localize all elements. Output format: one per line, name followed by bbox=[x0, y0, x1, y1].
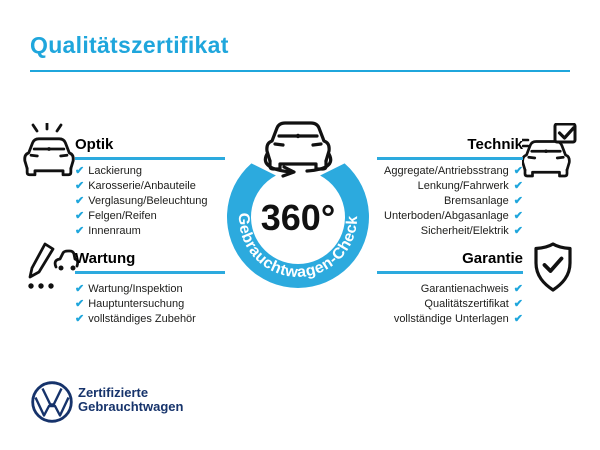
item-label: Lackierung bbox=[88, 165, 143, 177]
section-divider bbox=[75, 271, 225, 274]
section-divider bbox=[377, 157, 523, 160]
item-label: Sicherheit/Elektrik bbox=[420, 225, 509, 237]
check-icon: ✔ bbox=[513, 180, 523, 192]
section-title-technik: Technik bbox=[467, 136, 523, 153]
check-icon: ✔ bbox=[75, 210, 85, 222]
brand-claim: Zertifizierte Gebrauchtwagen bbox=[78, 386, 278, 414]
checklist-technik: Aggregate/Antriebsstrang ✔ Lenkung/Fahrwe… bbox=[384, 164, 523, 239]
checklist-item: Sicherheit/Elektrik ✔ bbox=[384, 224, 523, 239]
item-label: Verglasung/Beleuchtung bbox=[88, 195, 208, 207]
checklist-item: ✔ Felgen/Reifen bbox=[75, 209, 207, 224]
checklist-wartung: ✔ Wartung/Inspektion ✔ Hauptuntersuchung ✔… bbox=[75, 282, 196, 327]
car-checkbox-icon bbox=[522, 123, 577, 178]
checklist-item: Bremsanlage ✔ bbox=[384, 194, 523, 209]
section-divider bbox=[75, 157, 225, 160]
check-icon: ✔ bbox=[513, 210, 523, 222]
item-label: Karosserie/Anbauteile bbox=[88, 180, 196, 192]
check-icon: ✔ bbox=[513, 313, 523, 325]
section-divider bbox=[377, 271, 523, 274]
pencil bbox=[28, 242, 55, 279]
brand-footer: Zertifizierte Gebrauchtwagen bbox=[30, 380, 183, 424]
motion-lines bbox=[522, 138, 530, 148]
item-label: Innenraum bbox=[88, 225, 141, 237]
check-icon: ✔ bbox=[75, 180, 85, 192]
page-title: Qualitätszertifikat bbox=[30, 32, 229, 58]
item-label: Qualitätszertifikat bbox=[424, 298, 509, 310]
checklist-item: ✔ Innenraum bbox=[75, 224, 207, 239]
title-divider bbox=[30, 70, 570, 72]
item-label: Bremsanlage bbox=[443, 195, 509, 207]
degree-value: 360° bbox=[261, 197, 335, 238]
check-icon: ✔ bbox=[513, 298, 523, 310]
checklist-item: ✔ Wartung/Inspektion bbox=[75, 282, 196, 297]
checklist-item: ✔ Verglasung/Beleuchtung bbox=[75, 194, 207, 209]
checklist-item: ✔ Hauptuntersuchung bbox=[75, 297, 196, 312]
shield bbox=[534, 242, 572, 292]
check-icon: ✔ bbox=[513, 165, 523, 177]
check-icon: ✔ bbox=[75, 313, 85, 325]
checklist-item: ✔ vollständiges Zubehör bbox=[75, 312, 196, 327]
checklist-item: Garantienachweis ✔ bbox=[394, 282, 523, 297]
brand-claim-line1: Zertifizierte bbox=[78, 385, 149, 400]
check-icon: ✔ bbox=[513, 195, 523, 207]
section-title-optik: Optik bbox=[75, 136, 114, 153]
car-360-rotation-icon bbox=[263, 121, 333, 178]
small-car bbox=[53, 249, 80, 269]
item-label: Garantienachweis bbox=[420, 283, 509, 295]
service-checklist-icon bbox=[28, 242, 80, 289]
360-check-ring: Gebrauchtwagen-Check 360° bbox=[227, 121, 369, 288]
section-title-garantie: Garantie bbox=[462, 250, 523, 267]
check-icon: ✔ bbox=[75, 298, 85, 310]
check-icon: ✔ bbox=[75, 195, 85, 207]
check-icon: ✔ bbox=[513, 283, 523, 295]
item-label: vollständige Unterlagen bbox=[393, 313, 509, 325]
checklist-optik: ✔ Lackierung ✔ Karosserie/Anbauteile ✔ Verg… bbox=[75, 164, 207, 239]
checkbox bbox=[553, 123, 577, 144]
item-label: Hauptuntersuchung bbox=[88, 298, 185, 310]
checklist-item: ✔ Lackierung bbox=[75, 164, 207, 179]
item-label: Lenkung/Fahrwerk bbox=[417, 180, 509, 192]
shield-check bbox=[542, 256, 564, 273]
checklist-item: Unterboden/Abgasanlage ✔ bbox=[384, 209, 523, 224]
check-icon: ✔ bbox=[75, 225, 85, 237]
checklist-dots bbox=[28, 265, 76, 289]
item-label: Wartung/Inspektion bbox=[88, 283, 183, 295]
check-icon: ✔ bbox=[75, 283, 85, 295]
rotation-arrowhead bbox=[281, 165, 296, 178]
rotation-arrow bbox=[263, 152, 293, 174]
check-icon: ✔ bbox=[75, 165, 85, 177]
vw-logo bbox=[31, 381, 73, 423]
car-front bbox=[23, 137, 75, 177]
checklist-item: Qualitätszertifikat ✔ bbox=[394, 297, 523, 312]
checklist-garantie: Garantienachweis ✔ Qualitätszertifikat ✔ v… bbox=[394, 282, 523, 327]
car-front bbox=[522, 140, 571, 178]
brand-claim-line2: Gebrauchtwagen bbox=[78, 399, 184, 414]
item-label: Unterboden/Abgasanlage bbox=[384, 210, 509, 222]
item-label: vollständiges Zubehör bbox=[88, 313, 196, 325]
item-label: Aggregate/Antriebsstrang bbox=[384, 165, 509, 177]
checklist-item: Aggregate/Antriebsstrang ✔ bbox=[384, 164, 523, 179]
checklist-item: ✔ Karosserie/Anbauteile bbox=[75, 179, 207, 194]
ring-shape bbox=[227, 163, 369, 288]
shine-rays bbox=[31, 123, 63, 133]
check-icon: ✔ bbox=[513, 225, 523, 237]
section-title-wartung: Wartung bbox=[75, 250, 136, 267]
shining-car-icon bbox=[23, 123, 75, 177]
item-label: Felgen/Reifen bbox=[88, 210, 157, 222]
checklist-item: vollständige Unterlagen ✔ bbox=[394, 312, 523, 327]
checklist-item: Lenkung/Fahrwerk ✔ bbox=[384, 179, 523, 194]
shield-check-icon bbox=[534, 242, 572, 292]
